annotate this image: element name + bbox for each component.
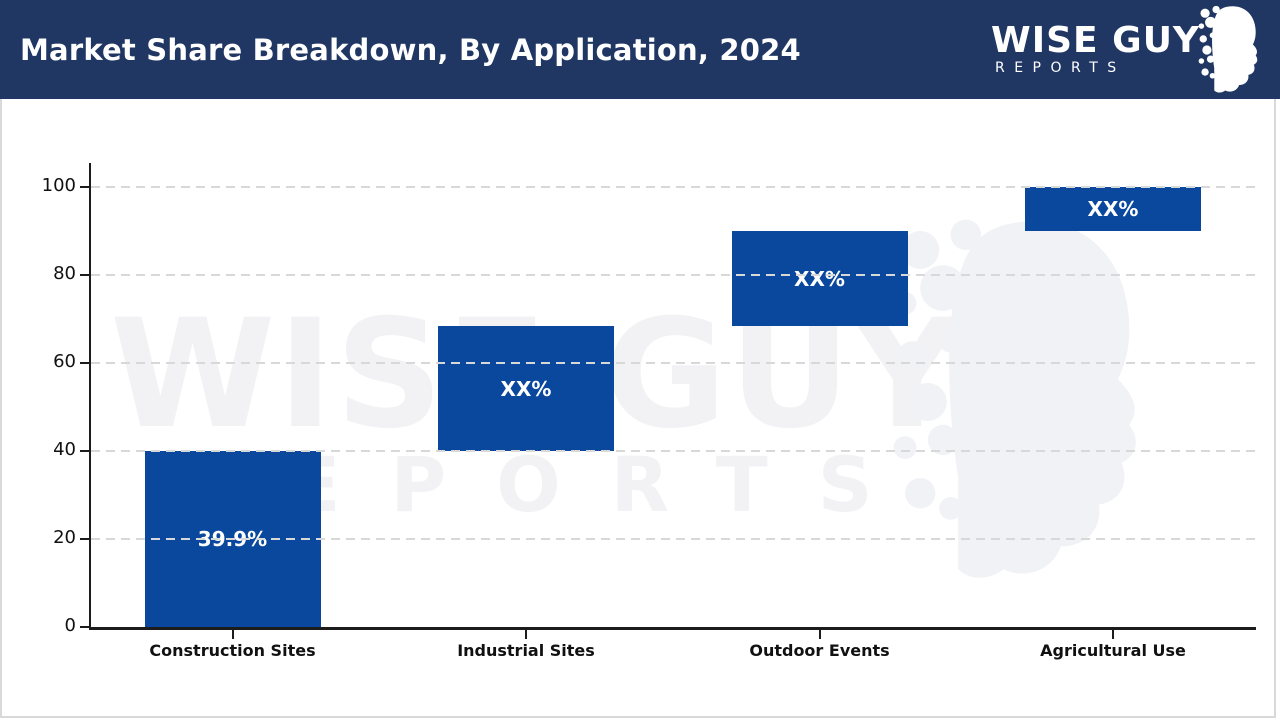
x-tick-label-2: Outdoor Events <box>749 641 890 660</box>
x-tick-label-0: Construction Sites <box>149 641 316 660</box>
plot-area: WISE GUY REPORTS 0 20 40 60 80 100 39.9% Constr… <box>2 99 1274 716</box>
brand-subtext: REPORTS <box>994 60 1126 76</box>
brand-wordmark: WISE GUY <box>990 20 1200 61</box>
gridline-100 <box>91 186 1256 188</box>
y-tick-40 <box>80 450 89 452</box>
y-tick-label-100: 100 <box>41 175 76 196</box>
bar-agricultural-use: XX% <box>1025 187 1201 231</box>
bar-industrial-sites: XX% <box>438 326 614 452</box>
gridline-20 <box>91 538 1256 540</box>
header-bar: Market Share Breakdown, By Application, … <box>0 0 1280 99</box>
y-tick-label-20: 20 <box>53 527 76 548</box>
chart-section: WISE GUY REPORTS 0 20 40 60 80 100 39.9% Constr… <box>0 99 1276 718</box>
x-tick-label-3: Agricultural Use <box>1040 641 1186 660</box>
y-tick-0 <box>80 626 89 628</box>
y-tick-label-40: 40 <box>53 439 76 460</box>
x-axis <box>89 627 1256 630</box>
y-tick-20 <box>80 538 89 540</box>
gridline-80 <box>91 274 1256 276</box>
y-tick-label-60: 60 <box>53 351 76 372</box>
x-tick-label-1: Industrial Sites <box>457 641 595 660</box>
page-title: Market Share Breakdown, By Application, … <box>20 32 801 67</box>
y-tick-60 <box>80 362 89 364</box>
y-tick-label-0: 0 <box>64 615 76 636</box>
watermark-face-icon <box>893 219 1136 578</box>
bar-value-label: XX% <box>1087 197 1139 221</box>
x-tick-2 <box>818 630 821 639</box>
bar-value-label: XX% <box>500 376 552 401</box>
gridline-40 <box>91 450 1256 452</box>
x-tick-1 <box>525 630 527 639</box>
brand-text: WISE GUY REPORTS <box>990 20 1200 77</box>
brand-face-icon <box>1198 5 1258 93</box>
bar-outdoor-events: XX% <box>731 231 908 327</box>
brand-logo: WISE GUY REPORTS <box>991 0 1272 99</box>
y-tick-100 <box>80 186 89 188</box>
x-tick-0 <box>231 630 234 639</box>
y-tick-label-80: 80 <box>53 263 76 284</box>
y-tick-80 <box>80 274 89 276</box>
bar-value-label: XX% <box>794 266 845 291</box>
gridline-60 <box>91 362 1256 364</box>
y-axis <box>89 163 91 629</box>
x-tick-3 <box>1112 630 1114 639</box>
